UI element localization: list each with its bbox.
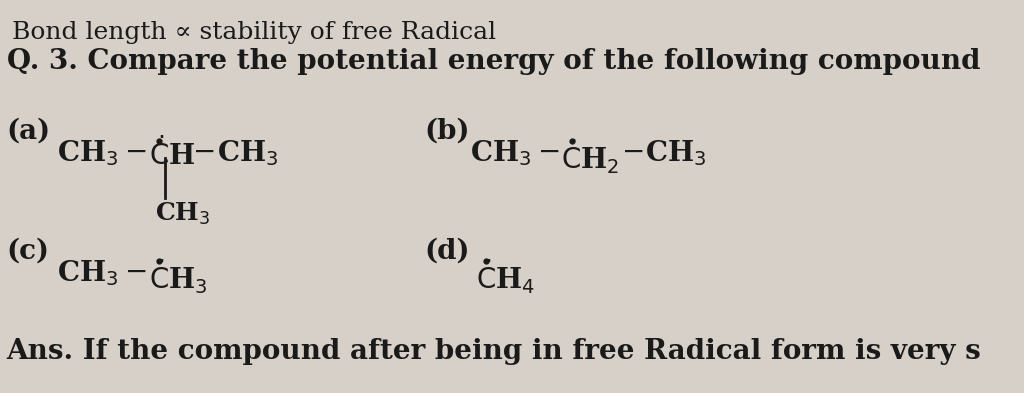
Text: $\dot{\mathrm{C}}$H$_2$: $\dot{\mathrm{C}}$H$_2$ <box>561 138 620 176</box>
Text: $-$: $-$ <box>621 138 643 165</box>
Text: CH$_3$: CH$_3$ <box>470 138 531 168</box>
Text: Ans. If the compound after being in free Radical form is very s: Ans. If the compound after being in free… <box>6 338 981 365</box>
Text: (c): (c) <box>6 238 49 265</box>
Text: CH$_3$: CH$_3$ <box>57 258 119 288</box>
Text: $-$: $-$ <box>124 258 146 285</box>
Text: CH$_3$: CH$_3$ <box>645 138 707 168</box>
Text: CH$_3$: CH$_3$ <box>57 138 119 168</box>
Text: $\dot{\mathrm{C}}$H$_4$: $\dot{\mathrm{C}}$H$_4$ <box>475 258 535 296</box>
Text: Bond length ∝ stability of free Radical: Bond length ∝ stability of free Radical <box>12 21 497 44</box>
Text: $-$: $-$ <box>124 138 146 165</box>
Text: CH$_3$: CH$_3$ <box>216 138 278 168</box>
Text: (b): (b) <box>425 118 470 145</box>
Text: $-$: $-$ <box>537 138 559 165</box>
Text: $\dot{\mathrm{C}}$H: $\dot{\mathrm{C}}$H <box>148 138 195 171</box>
Text: (d): (d) <box>425 238 470 265</box>
Text: $-$: $-$ <box>193 138 214 165</box>
Text: CH$_3$: CH$_3$ <box>156 201 211 227</box>
Text: Q. 3. Compare the potential energy of the following compound: Q. 3. Compare the potential energy of th… <box>6 48 980 75</box>
Text: $\dot{\mathrm{C}}$H$_3$: $\dot{\mathrm{C}}$H$_3$ <box>148 258 208 296</box>
Text: (a): (a) <box>6 118 50 145</box>
